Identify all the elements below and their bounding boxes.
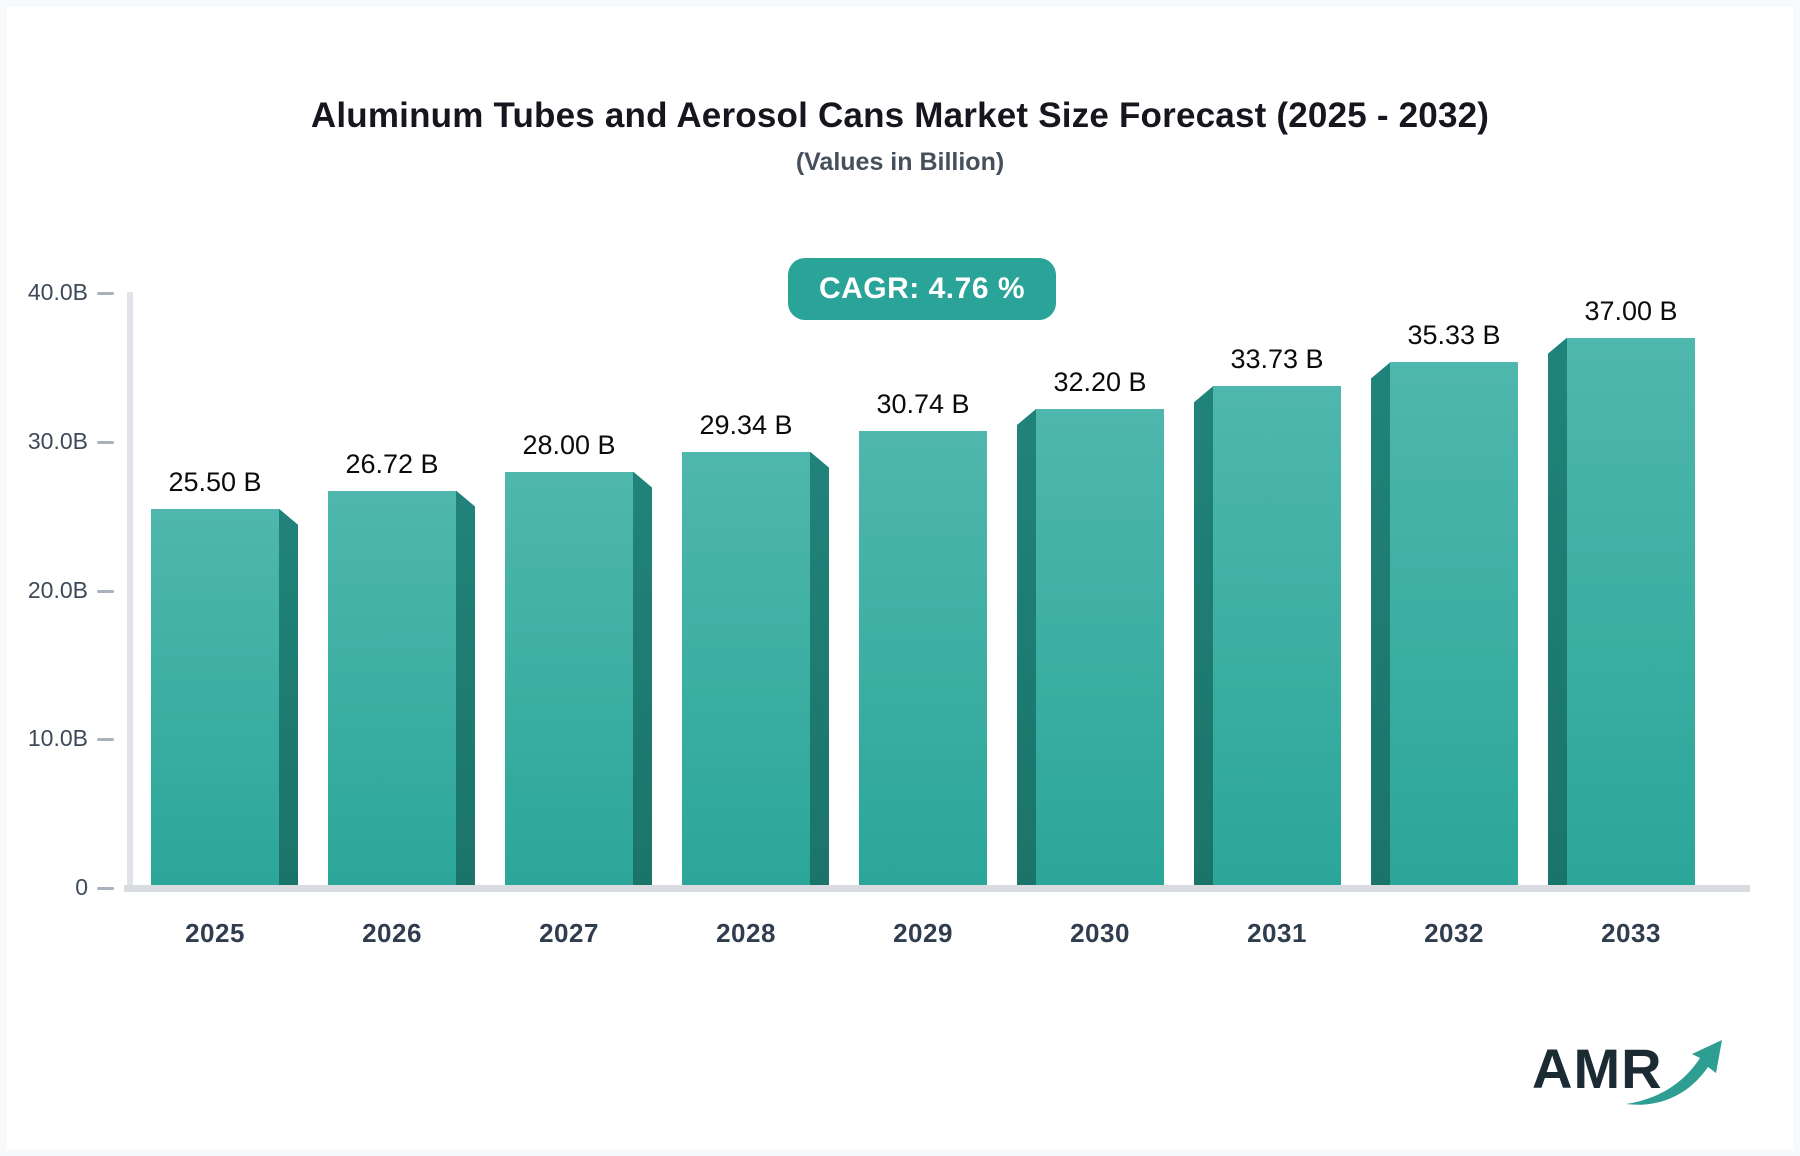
chart-subtitle: (Values in Billion) [795, 148, 1005, 176]
bar-side-2031 [1194, 386, 1213, 888]
bar-2025[interactable] [151, 508, 279, 888]
bar-value-label-2025: 25.50 B [168, 466, 262, 497]
x-axis-label-2031: 2031 [1247, 918, 1307, 948]
bar-value-label-2027: 28.00 B [522, 429, 616, 460]
trend-up-arrow-icon [1626, 1040, 1722, 1105]
bar-2027[interactable] [505, 471, 633, 888]
bar-side-2026 [456, 490, 475, 888]
y-tick-mark [97, 440, 114, 444]
x-axis-label-2032: 2032 [1424, 918, 1484, 948]
y-tick-label-30.0B: 30.0B [27, 427, 88, 454]
amr-logo-text: AMR [1532, 1037, 1663, 1100]
bar-value-label-2030: 32.20 B [1053, 367, 1147, 398]
bar-side-2033 [1548, 337, 1567, 888]
x-axis-label-2027: 2027 [539, 918, 599, 948]
bar-value-label-2032: 35.33 B [1407, 320, 1501, 351]
bar-side-2028 [810, 451, 829, 888]
y-tick-mark [97, 292, 114, 295]
bar-side-2032 [1371, 362, 1390, 888]
bar-2026[interactable] [328, 490, 456, 888]
bar-side-2027 [633, 471, 652, 888]
bar-value-label-2026: 26.72 B [345, 448, 439, 479]
y-tick-label-40.0B: 40.0B [27, 279, 88, 305]
amr-logo: AMR [1532, 1028, 1732, 1118]
bar-2029[interactable] [859, 430, 987, 888]
y-axis-line [127, 292, 133, 888]
bar-value-label-2033: 37.00 B [1584, 295, 1678, 326]
bar-2033[interactable] [1567, 337, 1695, 888]
x-axis-line [124, 885, 1750, 892]
chart-title: Aluminum Tubes and Aerosol Cans Market S… [310, 96, 1490, 135]
bar-2032[interactable] [1390, 362, 1518, 888]
bar-value-label-2031: 33.73 B [1230, 344, 1324, 375]
bar-value-label-2028: 29.34 B [699, 409, 793, 440]
y-tick-mark [97, 738, 114, 742]
y-tick-label-10.0B: 10.0B [27, 725, 88, 752]
bar-2030[interactable] [1036, 409, 1164, 888]
x-axis-label-2028: 2028 [716, 918, 776, 948]
y-tick-label-20.0B: 20.0B [27, 576, 88, 603]
x-axis-label-2029: 2029 [893, 918, 953, 948]
y-tick-mark [97, 589, 114, 593]
x-axis-label-2030: 2030 [1070, 918, 1130, 948]
y-tick-mark [97, 887, 114, 890]
x-axis-label-2025: 2025 [185, 918, 245, 948]
y-tick-label-0: 0 [75, 874, 88, 900]
bar-side-2030 [1017, 409, 1036, 888]
bar-value-label-2029: 30.74 B [876, 388, 970, 419]
bar-2031[interactable] [1213, 386, 1341, 888]
cagr-badge: CAGR: 4.76 % [788, 258, 1056, 320]
bar-side-2025 [279, 508, 298, 888]
x-axis-label-2033: 2033 [1601, 918, 1661, 948]
x-axis-label-2026: 2026 [362, 918, 422, 948]
bar-2028[interactable] [682, 451, 810, 888]
